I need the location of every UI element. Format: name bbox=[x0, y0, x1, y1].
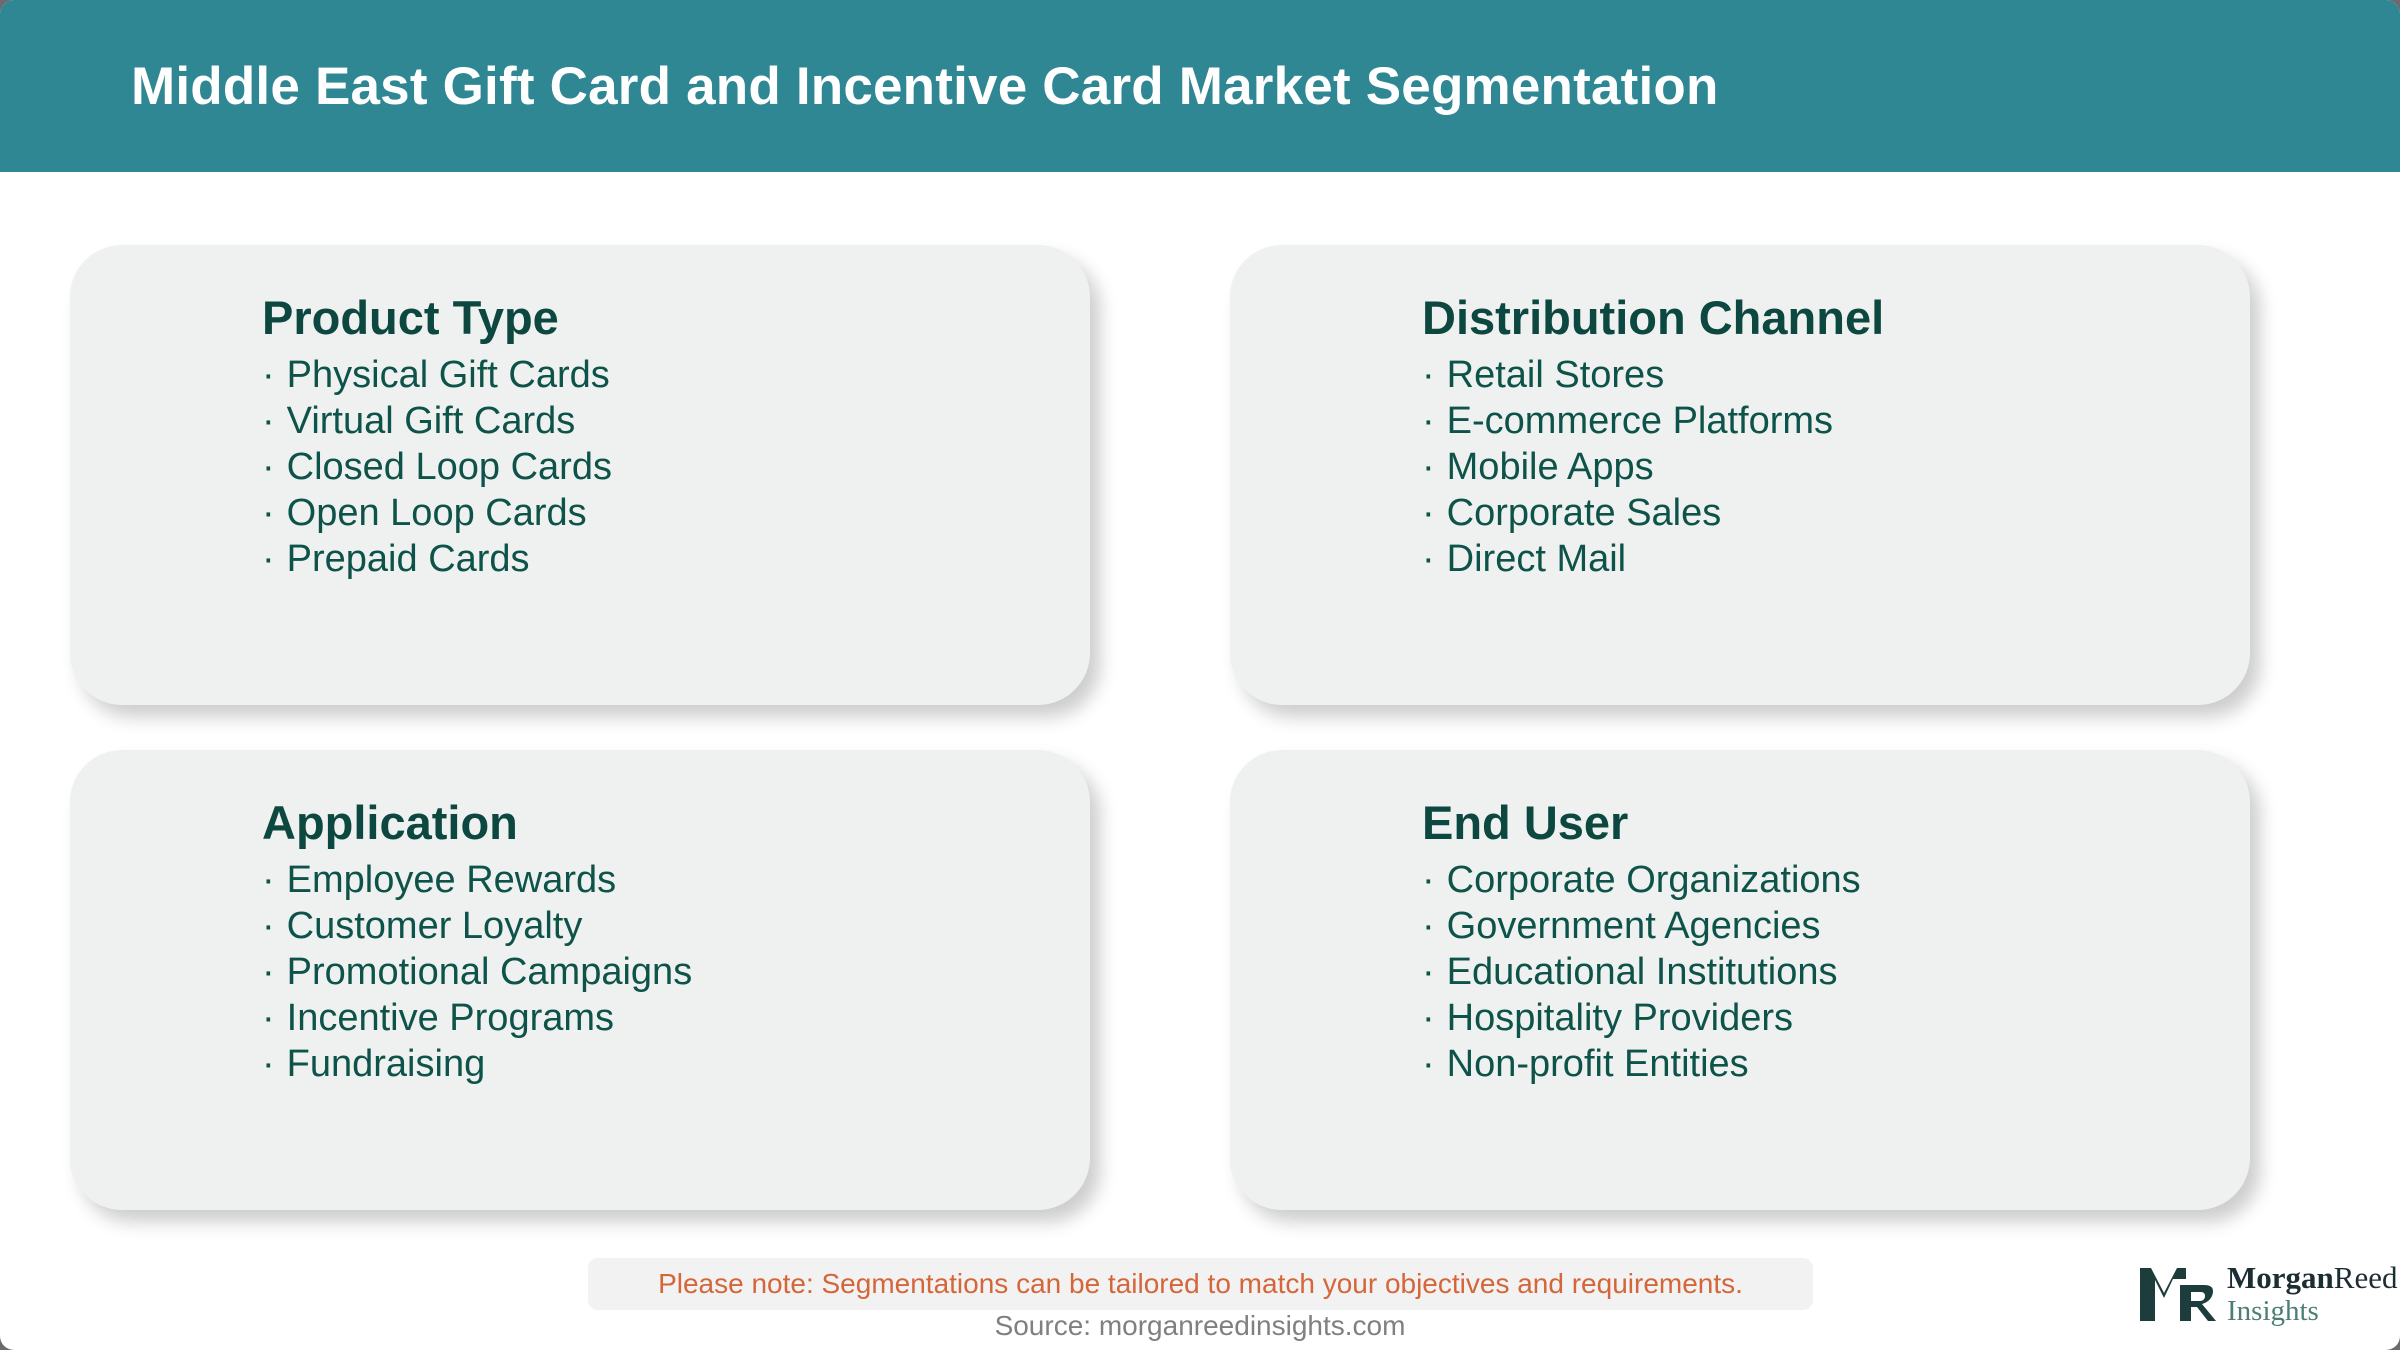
list-item: · Educational Institutions bbox=[1422, 949, 2190, 995]
segment-item-list: · Employee Rewards · Customer Loyalty · Pro… bbox=[262, 857, 1030, 1087]
segmentation-card-grid: Product Type · Physical Gift Cards · Virtu… bbox=[70, 245, 2250, 1210]
list-item: · Physical Gift Cards bbox=[262, 352, 1030, 398]
disclaimer-note: Please note: Segmentations can be tailor… bbox=[588, 1258, 1813, 1310]
list-item-label: E-commerce Platforms bbox=[1446, 400, 1834, 443]
list-item-label: Non-profit Entities bbox=[1446, 1043, 1749, 1086]
bullet-icon: · bbox=[262, 1043, 275, 1086]
disclaimer-note-text: Please note: Segmentations can be tailor… bbox=[658, 1268, 1743, 1299]
list-item-label: Fundraising bbox=[286, 1043, 486, 1086]
list-item-label: Corporate Sales bbox=[1446, 492, 1722, 535]
bullet-icon: · bbox=[262, 538, 275, 581]
bullet-icon: · bbox=[262, 951, 275, 994]
page-title: Middle East Gift Card and Incentive Card… bbox=[131, 56, 1719, 116]
slide-header: Middle East Gift Card and Incentive Card… bbox=[0, 0, 2400, 172]
list-item: · Employee Rewards bbox=[262, 857, 1030, 903]
list-item: · Open Loop Cards bbox=[262, 490, 1030, 536]
bullet-icon: · bbox=[262, 997, 275, 1040]
list-item: · Closed Loop Cards bbox=[262, 444, 1030, 490]
list-item-label: Incentive Programs bbox=[286, 997, 615, 1040]
segment-card-distribution-channel: Distribution Channel · Retail Stores · E-c… bbox=[1230, 245, 2250, 705]
bullet-icon: · bbox=[1422, 492, 1435, 535]
bullet-icon: · bbox=[1422, 1043, 1435, 1086]
segment-card-title: End User bbox=[1422, 796, 1629, 849]
list-item: · E-commerce Platforms bbox=[1422, 398, 2190, 444]
segment-card-title: Distribution Channel bbox=[1422, 291, 1885, 344]
brand-name: MorganReed bbox=[2227, 1262, 2397, 1293]
brand-wordmark: MorganReed Insights bbox=[2227, 1262, 2397, 1326]
list-item: · Non-profit Entities bbox=[1422, 1041, 2190, 1087]
list-item: · Corporate Sales bbox=[1422, 490, 2190, 536]
list-item: · Prepaid Cards bbox=[262, 536, 1030, 582]
list-item-label: Employee Rewards bbox=[286, 859, 617, 902]
segment-card-product-type: Product Type · Physical Gift Cards · Virtu… bbox=[70, 245, 1090, 705]
segment-item-list: · Physical Gift Cards · Virtual Gift Cards… bbox=[262, 352, 1030, 582]
list-item-label: Hospitality Providers bbox=[1446, 997, 1793, 1040]
list-item: · Customer Loyalty bbox=[262, 903, 1030, 949]
mr-monogram-icon bbox=[2140, 1268, 2216, 1321]
segment-card-title: Product Type bbox=[262, 291, 559, 344]
bullet-icon: · bbox=[1422, 400, 1435, 443]
list-item-label: Closed Loop Cards bbox=[286, 446, 612, 489]
bullet-icon: · bbox=[1422, 951, 1435, 994]
list-item-label: Prepaid Cards bbox=[286, 538, 530, 581]
segment-item-list: · Retail Stores · E-commerce Platforms · Mo… bbox=[1422, 352, 2190, 582]
bullet-icon: · bbox=[262, 446, 275, 489]
list-item-label: Corporate Organizations bbox=[1446, 859, 1861, 902]
bullet-icon: · bbox=[262, 354, 275, 397]
list-item-label: Physical Gift Cards bbox=[286, 354, 610, 397]
brand-logo: MorganReed Insights bbox=[2138, 1262, 2397, 1326]
list-item-label: Retail Stores bbox=[1446, 354, 1665, 397]
list-item-label: Educational Institutions bbox=[1446, 951, 1838, 994]
list-item-label: Government Agencies bbox=[1446, 905, 1821, 948]
brand-tagline: Insights bbox=[2227, 1295, 2319, 1327]
segment-card-application: Application · Employee Rewards · Customer … bbox=[70, 750, 1090, 1210]
source-label: Source: morganreedinsights.com bbox=[994, 1310, 1406, 1341]
list-item: · Incentive Programs bbox=[262, 995, 1030, 1041]
bullet-icon: · bbox=[1422, 446, 1435, 489]
brand-name-bold: Morgan bbox=[2227, 1260, 2334, 1295]
bullet-icon: · bbox=[1422, 538, 1435, 581]
bullet-icon: · bbox=[262, 905, 275, 948]
list-item: · Government Agencies bbox=[1422, 903, 2190, 949]
list-item-label: Customer Loyalty bbox=[286, 905, 583, 948]
list-item-label: Direct Mail bbox=[1446, 538, 1627, 581]
list-item: · Virtual Gift Cards bbox=[262, 398, 1030, 444]
list-item: · Retail Stores bbox=[1422, 352, 2190, 398]
segment-card-title: Application bbox=[262, 796, 518, 849]
bullet-icon: · bbox=[1422, 997, 1435, 1040]
list-item: · Mobile Apps bbox=[1422, 444, 2190, 490]
list-item: · Corporate Organizations bbox=[1422, 857, 2190, 903]
bullet-icon: · bbox=[1422, 859, 1435, 902]
bullet-icon: · bbox=[262, 859, 275, 902]
segment-card-end-user: End User · Corporate Organizations · Gover… bbox=[1230, 750, 2250, 1210]
segment-item-list: · Corporate Organizations · Government Age… bbox=[1422, 857, 2190, 1087]
bullet-icon: · bbox=[262, 400, 275, 443]
list-item-label: Mobile Apps bbox=[1446, 446, 1654, 489]
bullet-icon: · bbox=[1422, 354, 1435, 397]
list-item-label: Open Loop Cards bbox=[286, 492, 587, 535]
list-item: · Hospitality Providers bbox=[1422, 995, 2190, 1041]
list-item: · Fundraising bbox=[262, 1041, 1030, 1087]
bullet-icon: · bbox=[1422, 905, 1435, 948]
list-item: · Promotional Campaigns bbox=[262, 949, 1030, 995]
list-item-label: Virtual Gift Cards bbox=[286, 400, 576, 443]
list-item-label: Promotional Campaigns bbox=[286, 951, 693, 994]
list-item: · Direct Mail bbox=[1422, 536, 2190, 582]
bullet-icon: · bbox=[262, 492, 275, 535]
brand-name-regular: Reed bbox=[2333, 1260, 2398, 1295]
